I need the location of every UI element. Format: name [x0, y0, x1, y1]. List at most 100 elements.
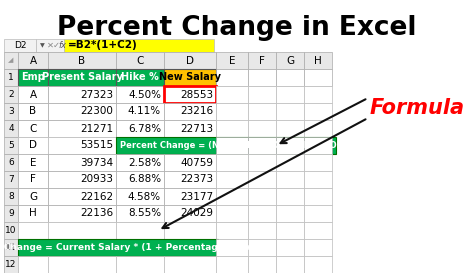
Bar [304, 205, 332, 222]
Bar [164, 154, 216, 171]
Text: 20933: 20933 [80, 174, 113, 185]
Bar [248, 171, 276, 188]
Bar [48, 154, 116, 171]
Text: C: C [137, 55, 144, 66]
Text: Percent Change = Current Salary * (1 + Percentage Increase): Percent Change = Current Salary * (1 + P… [0, 243, 275, 252]
Bar [18, 205, 48, 222]
Bar [116, 256, 164, 273]
Text: F: F [259, 55, 265, 66]
Text: ◢: ◢ [9, 58, 14, 64]
Bar [4, 239, 18, 256]
Bar [304, 188, 332, 205]
Bar [276, 52, 304, 69]
Bar [216, 205, 248, 222]
Bar [164, 188, 216, 205]
Bar [18, 69, 48, 86]
Text: E: E [229, 55, 235, 66]
Bar [116, 205, 164, 222]
Bar [304, 256, 332, 273]
Bar [276, 154, 304, 171]
Bar [116, 120, 164, 137]
Text: Present Salary: Present Salary [42, 73, 122, 82]
Text: A: A [29, 55, 36, 66]
Text: Hike %: Hike % [121, 73, 159, 82]
Text: D: D [186, 55, 194, 66]
Bar [164, 103, 216, 120]
Text: 12: 12 [5, 260, 17, 269]
Bar [116, 69, 164, 86]
Bar [248, 103, 276, 120]
Bar [4, 256, 18, 273]
Bar [248, 239, 276, 256]
Text: 4: 4 [8, 124, 14, 133]
Bar [304, 171, 332, 188]
Text: =B2*(1+C2): =B2*(1+C2) [68, 40, 138, 51]
Bar [248, 137, 276, 154]
Bar [18, 188, 48, 205]
Bar [4, 154, 18, 171]
Text: 28553: 28553 [180, 90, 213, 99]
Bar [18, 154, 48, 171]
Bar [18, 103, 48, 120]
Text: 1: 1 [8, 73, 14, 82]
Text: D: D [29, 141, 37, 150]
Bar [276, 137, 304, 154]
Text: 22713: 22713 [180, 123, 213, 133]
Text: 22136: 22136 [80, 209, 113, 218]
Bar [216, 69, 248, 86]
Text: Percent Change = (New Value – Old Value) / Old Value: Percent Change = (New Value – Old Value)… [120, 141, 375, 150]
Bar [48, 52, 116, 69]
Bar [48, 69, 116, 86]
Text: A: A [29, 90, 36, 99]
Bar [216, 239, 248, 256]
Text: 22373: 22373 [180, 174, 213, 185]
Text: 27323: 27323 [80, 90, 113, 99]
Text: H: H [314, 55, 322, 66]
Text: 8: 8 [8, 192, 14, 201]
Bar [4, 205, 18, 222]
Bar [304, 120, 332, 137]
Text: F: F [30, 174, 36, 185]
Bar [304, 239, 332, 256]
Bar [216, 188, 248, 205]
Text: 5: 5 [8, 141, 14, 150]
Text: G: G [29, 191, 37, 201]
Text: 24029: 24029 [180, 209, 213, 218]
Bar [216, 137, 248, 154]
Text: 10: 10 [5, 226, 17, 235]
Text: C: C [29, 123, 36, 133]
Text: 11: 11 [5, 243, 17, 252]
Bar [248, 52, 276, 69]
Text: 22162: 22162 [80, 191, 113, 201]
Bar [48, 171, 116, 188]
Text: 6.88%: 6.88% [128, 174, 161, 185]
Bar [164, 86, 216, 103]
Text: 2: 2 [8, 90, 14, 99]
Bar [248, 69, 276, 86]
Text: 4.11%: 4.11% [128, 106, 161, 117]
Bar [216, 86, 248, 103]
Text: G: G [286, 55, 294, 66]
Bar [216, 103, 248, 120]
Bar [304, 103, 332, 120]
Text: 40759: 40759 [180, 158, 213, 168]
Text: 21271: 21271 [80, 123, 113, 133]
Bar [116, 222, 164, 239]
Bar [248, 86, 276, 103]
Bar [48, 205, 116, 222]
Text: ✓: ✓ [53, 41, 60, 50]
Bar [276, 69, 304, 86]
Bar [304, 69, 332, 86]
Bar [164, 256, 216, 273]
Bar [4, 171, 18, 188]
Text: 9: 9 [8, 209, 14, 218]
Bar [4, 188, 18, 205]
Bar [276, 120, 304, 137]
Bar [48, 103, 116, 120]
Bar [304, 222, 332, 239]
Bar [4, 120, 18, 137]
Text: ✕: ✕ [46, 41, 54, 50]
Bar [276, 103, 304, 120]
Text: Emp: Emp [21, 73, 45, 82]
Bar [4, 39, 36, 52]
